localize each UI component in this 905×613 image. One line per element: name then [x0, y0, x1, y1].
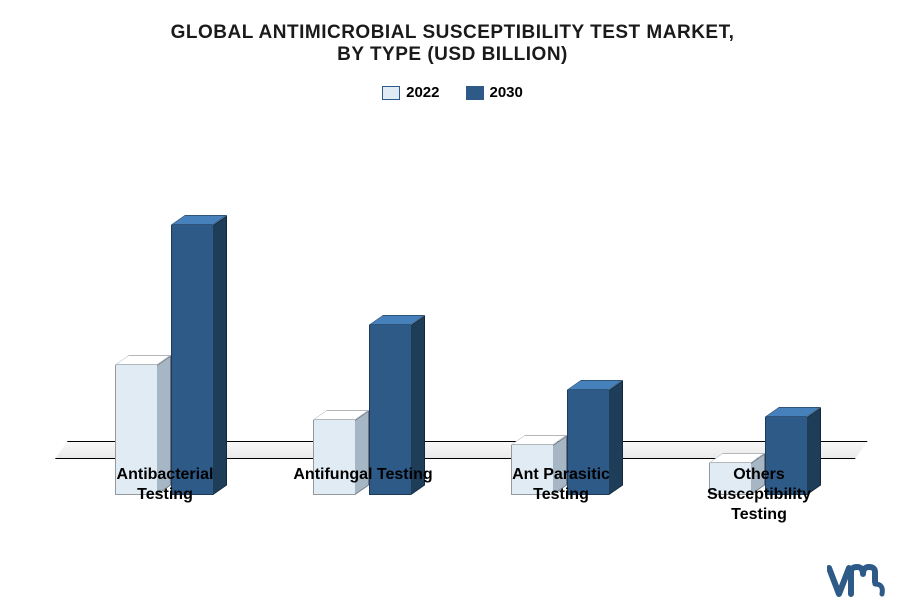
legend-item-2022: 2022	[382, 84, 439, 101]
chart-title: GLOBAL ANTIMICROBIAL SUSCEPTIBILITY TEST…	[0, 0, 905, 66]
category-label: OthersSusceptibilityTesting	[669, 465, 849, 525]
legend-swatch-2030	[466, 86, 484, 100]
legend-label-2030: 2030	[490, 84, 523, 101]
chart-area: AntibacterialTestingAntifungal TestingAn…	[55, 145, 855, 495]
category-label: Antifungal Testing	[273, 465, 453, 485]
legend-swatch-2022	[382, 86, 400, 100]
category-label: AntibacterialTesting	[75, 465, 255, 505]
category-label: Ant ParasiticTesting	[471, 465, 651, 505]
legend-label-2022: 2022	[406, 84, 439, 101]
legend: 2022 2030	[0, 84, 905, 101]
bar-0-2030	[171, 225, 227, 495]
vm-logo-icon	[827, 564, 887, 605]
title-line-1: GLOBAL ANTIMICROBIAL SUSCEPTIBILITY TEST…	[0, 22, 905, 44]
legend-item-2030: 2030	[466, 84, 523, 101]
title-line-2: BY TYPE (USD BILLION)	[0, 44, 905, 66]
